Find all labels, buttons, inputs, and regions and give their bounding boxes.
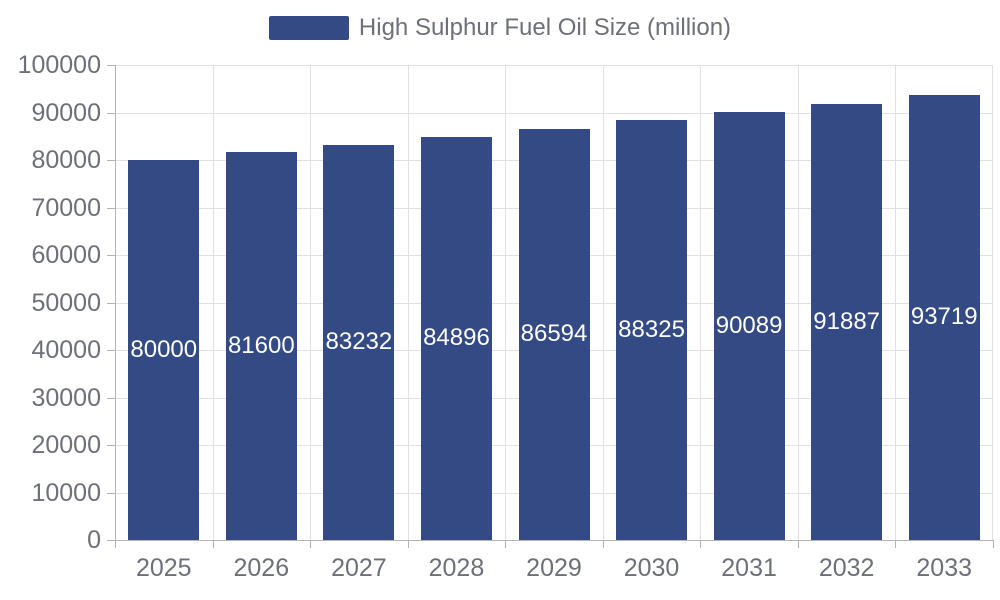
y-axis-tick	[107, 207, 115, 209]
x-tick-label: 2033	[916, 554, 973, 582]
y-axis-tick	[107, 255, 115, 256]
y-tick-label: 100000	[17, 51, 101, 79]
y-tick-label: 60000	[31, 241, 101, 269]
gridline-vertical	[992, 65, 993, 540]
x-axis-tick	[700, 540, 702, 548]
bar-value-label: 86594	[520, 320, 588, 348]
x-axis-tick	[407, 540, 409, 548]
bar-value-label: 84896	[423, 324, 490, 352]
x-tick-label: 2030	[623, 554, 680, 582]
bar: 81600	[225, 152, 297, 540]
x-axis-tick	[310, 540, 312, 548]
x-tick-label: 2026	[233, 554, 290, 582]
x-axis-line	[115, 540, 994, 541]
x-axis-tick	[797, 540, 799, 548]
y-tick-label: 20000	[31, 431, 101, 459]
y-tick-label: 0	[87, 526, 101, 554]
y-tick-label: 40000	[31, 336, 101, 364]
y-axis-tick	[107, 540, 115, 541]
y-tick-label: 50000	[31, 288, 101, 317]
gridline-vertical	[797, 65, 799, 540]
y-axis-tick	[107, 302, 115, 304]
x-axis-tick	[993, 540, 994, 548]
legend-label: High Sulphur Fuel Oil Size (million)	[358, 14, 732, 41]
x-tick-label: 2031	[721, 554, 777, 582]
gridline-vertical	[602, 65, 604, 540]
legend-swatch-icon	[268, 16, 349, 40]
bar: 84896	[420, 136, 492, 540]
y-axis-tick	[107, 160, 115, 161]
y-axis-tick	[107, 350, 115, 351]
y-axis-tick	[107, 445, 115, 446]
bar-value-label: 80000	[130, 336, 198, 363]
bar: 91887	[811, 103, 883, 540]
y-axis-line	[115, 65, 116, 541]
y-tick-label: 70000	[31, 193, 101, 222]
bar: 86594	[518, 128, 590, 540]
legend-item[interactable]: High Sulphur Fuel Oil Size (million)	[0, 14, 1000, 42]
bar: 93719	[908, 94, 980, 540]
bar-value-label: 83232	[325, 328, 393, 356]
x-axis-tick	[212, 540, 214, 548]
y-axis-tick	[107, 492, 115, 494]
gridline-vertical	[505, 65, 507, 540]
y-tick-label: 10000	[31, 478, 101, 507]
bar-value-label: 81600	[227, 332, 295, 360]
bar-value-label: 91887	[813, 307, 881, 335]
gridline-vertical	[212, 65, 214, 540]
bar-value-label: 88325	[618, 316, 685, 344]
plot-area: 80000 81600 83232 84896 86594 88325 90089 91887…	[115, 65, 993, 540]
x-tick-label: 2032	[818, 554, 875, 582]
y-axis-tick	[107, 397, 115, 399]
y-tick-label: 90000	[31, 98, 101, 127]
x-tick-label: 2028	[428, 554, 485, 582]
bar: 88325	[616, 120, 688, 540]
x-axis-tick	[115, 540, 116, 548]
y-axis-tick	[107, 65, 115, 66]
bar: 83232	[323, 144, 395, 540]
gridline-vertical	[310, 65, 312, 540]
y-tick-label: 30000	[31, 383, 101, 412]
x-axis-tick	[505, 540, 507, 548]
x-tick-label: 2027	[331, 554, 387, 582]
bar: 90089	[713, 112, 785, 540]
gridline-vertical	[700, 65, 702, 540]
x-axis-tick	[895, 540, 897, 548]
x-tick-label: 2029	[526, 554, 582, 582]
x-axis-tick	[602, 540, 604, 548]
gridline-vertical	[407, 65, 409, 540]
bar: 80000	[128, 160, 200, 540]
gridline-horizontal	[115, 112, 993, 114]
gridline-vertical	[895, 65, 897, 540]
bar-value-label: 93719	[910, 303, 978, 331]
bar-value-label: 90089	[715, 312, 783, 340]
y-tick-label: 80000	[31, 146, 101, 174]
x-tick-label: 2025	[135, 554, 192, 582]
gridline-horizontal	[115, 65, 993, 66]
y-axis-tick	[107, 112, 115, 114]
